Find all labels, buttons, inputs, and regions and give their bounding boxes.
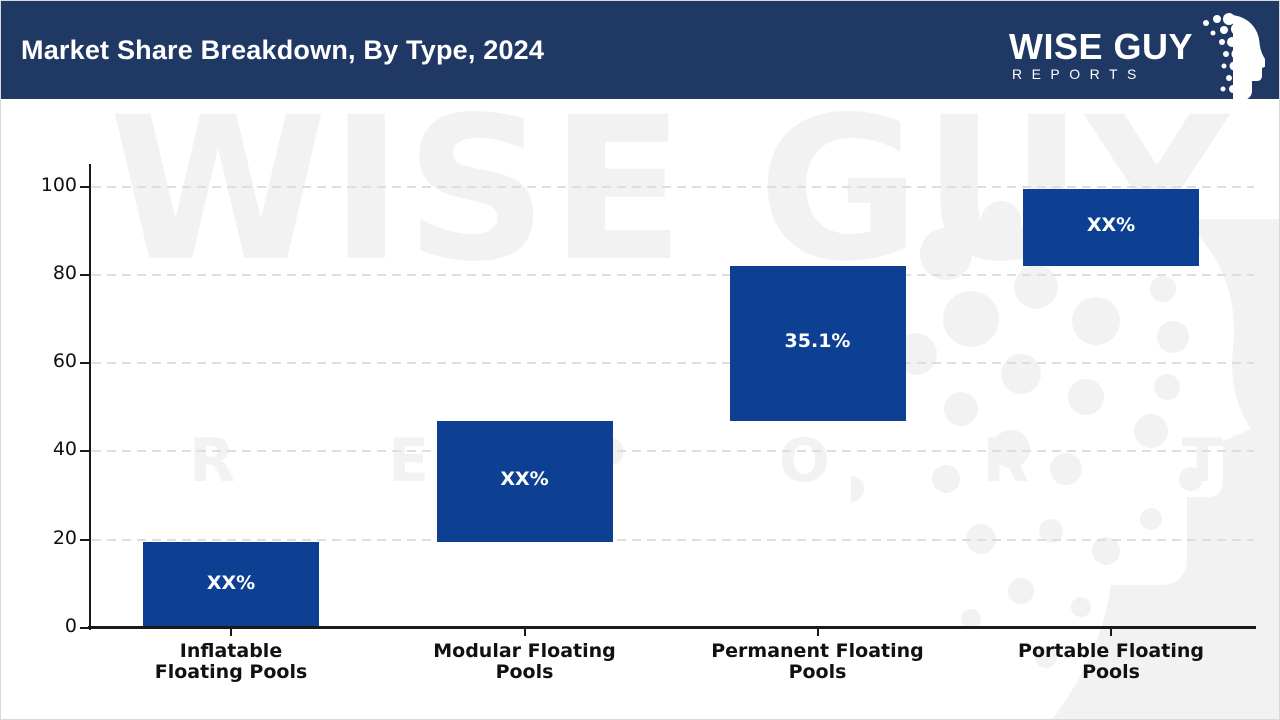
y-tick-label: 100	[40, 173, 77, 196]
y-tick-mark	[80, 538, 89, 541]
gridline	[92, 273, 1254, 276]
gridline	[92, 450, 1254, 453]
y-tick-label: 80	[52, 261, 77, 284]
x-tick-mark	[816, 628, 819, 636]
y-tick-mark	[80, 362, 89, 365]
y-tick-label: 20	[52, 526, 77, 549]
bar	[1023, 188, 1199, 266]
x-category-label: Portable Floating Pools	[1018, 640, 1204, 683]
brand-logo: WISE GUY REPORTS	[1009, 11, 1265, 99]
gridline	[92, 185, 1254, 188]
bar	[729, 266, 906, 421]
y-tick-label: 60	[52, 350, 77, 373]
brand-subtitle: REPORTS	[1011, 66, 1146, 83]
y-tick-mark	[80, 450, 89, 453]
x-category-label: Modular Floating Pools	[433, 640, 616, 683]
y-tick-label: 0	[64, 615, 77, 637]
bar	[143, 541, 319, 628]
y-axis-line	[89, 164, 91, 630]
gridline	[92, 538, 1254, 541]
bar-value-label: XX%	[500, 468, 549, 491]
bar-value-label: XX%	[1086, 214, 1136, 237]
x-category-label: Inflatable Floating Pools	[154, 640, 308, 683]
y-tick-mark	[80, 273, 89, 276]
x-tick-mark	[1110, 628, 1112, 636]
brand-name: WISE GUY	[1008, 25, 1193, 67]
watermark-subtext: R E P O R T S	[189, 426, 1279, 496]
wiseguy-head-icon	[1203, 13, 1265, 99]
header-bar: Market Share Breakdown, By Type, 2024 WI…	[1, 1, 1279, 99]
y-tick-label: 40	[52, 438, 77, 461]
y-tick-mark	[80, 185, 89, 188]
y-tick-mark	[80, 627, 89, 629]
x-category-label: Permanent Floating Pools	[711, 640, 924, 683]
plot-area: WISE GUY R E P O R T S 020406080100XX%In…	[1, 91, 1279, 719]
bar	[436, 420, 613, 542]
x-axis-line	[88, 626, 1256, 629]
gridline	[92, 362, 1254, 365]
page-title: Market Share Breakdown, By Type, 2024	[21, 34, 545, 65]
bar-value-label: 35.1%	[784, 330, 851, 353]
x-tick-mark	[523, 628, 526, 636]
bar-value-label: XX%	[206, 571, 256, 594]
x-tick-mark	[230, 628, 232, 636]
